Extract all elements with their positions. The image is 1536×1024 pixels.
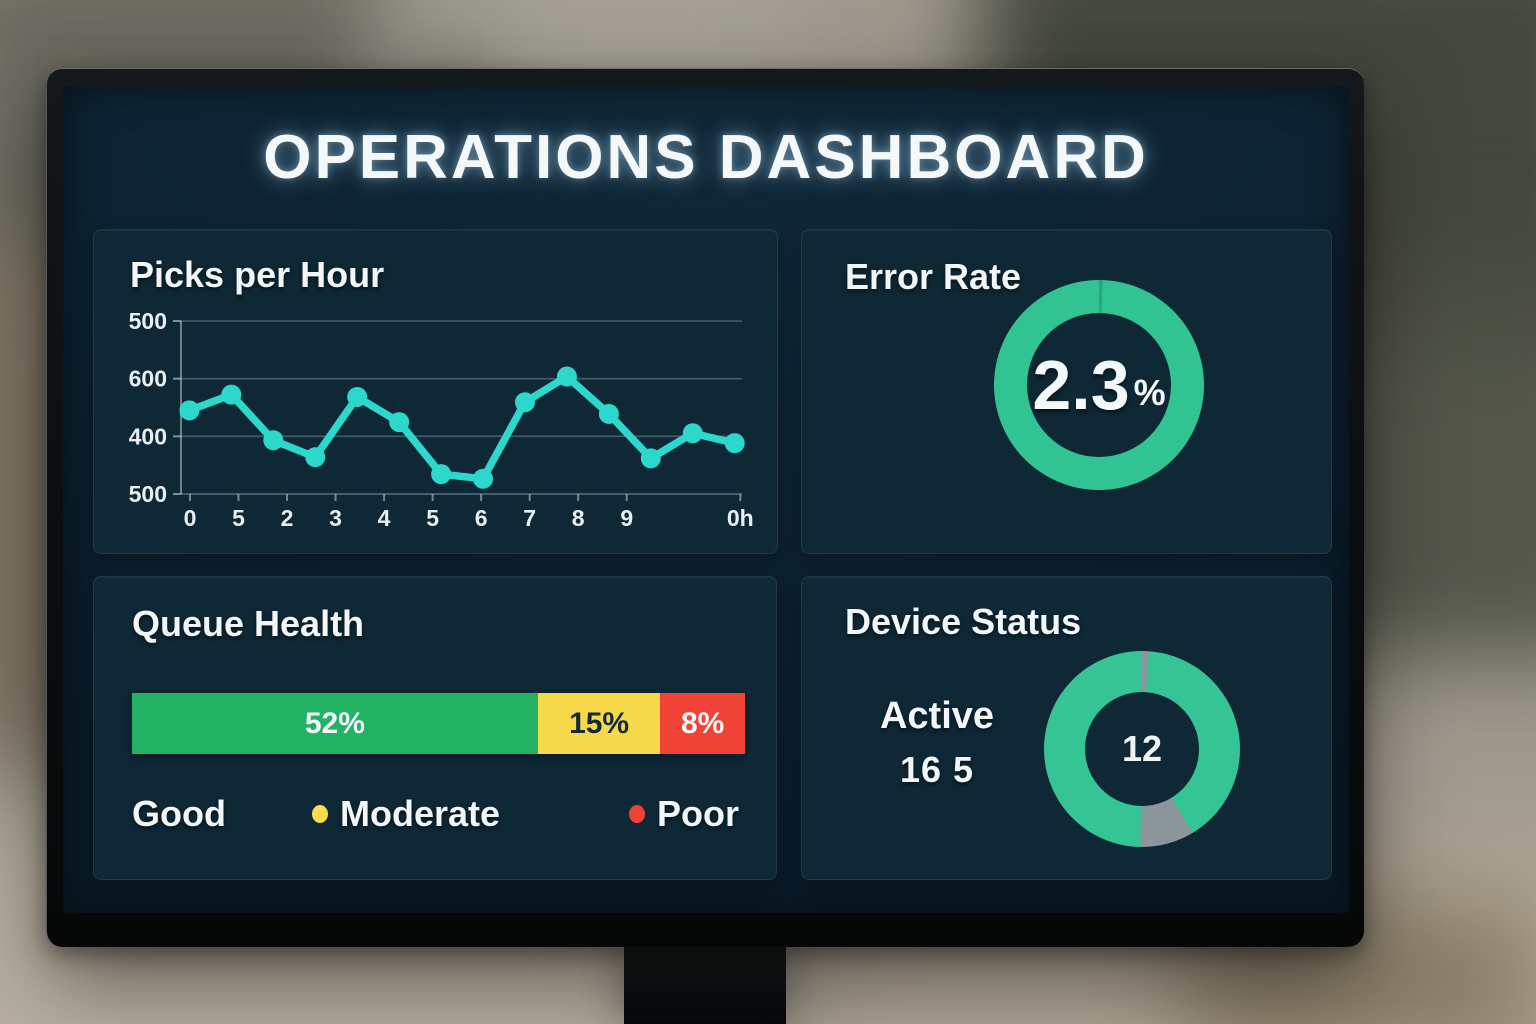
line-chart-data-point — [347, 386, 368, 407]
device-donut-center-value: 12 — [1121, 728, 1163, 769]
monitor-bezel: OPERATIONS DASHBOARD Picks per Hour 500 6… — [46, 68, 1364, 947]
device-status-donut-hole: 12 — [1085, 692, 1199, 806]
legend-poor-dot-icon — [629, 805, 645, 823]
line-chart-data-point — [389, 412, 410, 433]
device-panel-title: Device Status — [845, 601, 1082, 642]
svg-text:9: 9 — [620, 505, 633, 531]
dashboard-screen: OPERATIONS DASHBOARD Picks per Hour 500 6… — [63, 86, 1349, 913]
dashboard-title: OPERATIONS DASHBOARD — [263, 123, 1149, 192]
line-chart-data-point — [305, 447, 326, 468]
panel-picks-per-hour: Picks per Hour 500 600 400 500 0 5 2 3 4 5 6 7 8 9 0h — [93, 229, 778, 554]
svg-text:6: 6 — [475, 505, 488, 531]
legend-item-poor: Poor — [629, 793, 739, 835]
queue-bar-segment-good: 52% — [132, 693, 538, 754]
queue-health-legend: Good Moderate Poor — [132, 793, 745, 837]
svg-text:500: 500 — [129, 481, 167, 507]
svg-text:8: 8 — [572, 505, 585, 531]
svg-text:4: 4 — [378, 505, 391, 531]
line-chart-data-point — [514, 392, 535, 413]
picks-panel-title: Picks per Hour — [130, 254, 385, 295]
line-chart-data-point — [263, 430, 284, 451]
device-active-label: Active — [879, 695, 995, 737]
line-chart-data-point — [640, 448, 661, 469]
queue-health-stacked-bar: 52% 15% 8% — [132, 693, 745, 754]
legend-moderate-dot-icon — [312, 805, 328, 823]
device-active-count: 16 5 — [899, 749, 975, 790]
svg-text:400: 400 — [129, 423, 167, 449]
line-chart-data-point — [724, 433, 745, 454]
error-rate-ring: 2.3 % — [994, 280, 1204, 490]
legend-item-good: Good — [132, 793, 226, 835]
legend-label: Moderate — [340, 793, 501, 834]
line-chart-data-point — [682, 423, 703, 444]
error-rate-ring-hole: 2.3 % — [1027, 313, 1171, 457]
svg-text:0: 0 — [184, 505, 197, 531]
panel-error-rate: Error Rate 2.3 % — [801, 229, 1332, 554]
picks-per-hour-line-chart: 500 600 400 500 0 5 2 3 4 5 6 7 8 9 0h — [129, 310, 754, 531]
line-chart-data-point — [556, 366, 577, 387]
device-status-donut: 12 — [1044, 651, 1240, 847]
line-chart-data-point — [473, 468, 494, 489]
legend-label: Poor — [657, 793, 740, 834]
svg-text:2: 2 — [281, 505, 294, 531]
panel-device-status: Device Status Active 16 5 12 — [801, 576, 1332, 880]
error-panel-title: Error Rate — [845, 256, 1022, 297]
svg-text:3: 3 — [329, 505, 342, 531]
queue-bar-segment-moderate: 15% — [537, 693, 661, 754]
queue-panel-title: Queue Health — [132, 603, 365, 644]
svg-text:5: 5 — [426, 505, 439, 531]
svg-text:5: 5 — [232, 505, 245, 531]
legend-item-moderate: Moderate — [312, 793, 500, 835]
monitor-stand — [624, 945, 786, 1024]
svg-text:7: 7 — [523, 505, 536, 531]
legend-label: Good — [132, 793, 226, 834]
svg-text:0h: 0h — [727, 505, 754, 531]
line-chart-data-point — [431, 464, 452, 485]
line-chart-data-point — [221, 384, 242, 405]
svg-text:600: 600 — [129, 366, 167, 392]
queue-bar-segment-poor: 8% — [660, 693, 745, 754]
line-chart-data-point — [598, 403, 619, 424]
error-rate-unit: % — [1133, 372, 1166, 413]
svg-text:500: 500 — [129, 310, 167, 334]
error-rate-value: 2.3 — [1032, 346, 1130, 424]
line-chart-data-point — [179, 400, 200, 421]
panel-queue-health: Queue Health 52% 15% 8% Good Moderate Poor — [93, 576, 777, 880]
